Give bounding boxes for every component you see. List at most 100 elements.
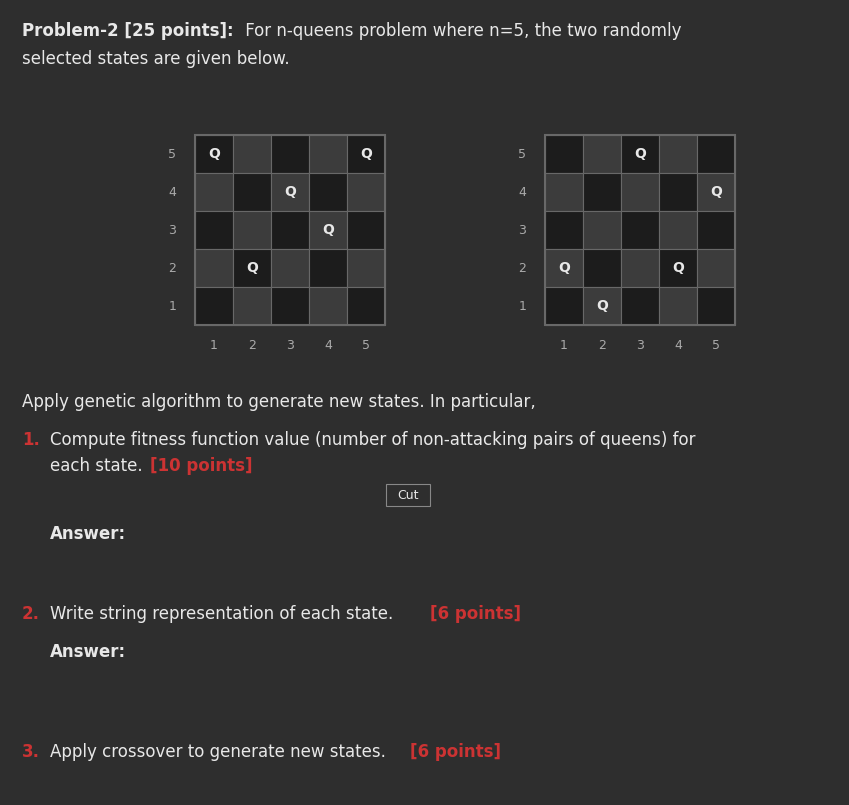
Text: 4: 4 (518, 185, 526, 199)
Text: Problem-2 [25 points]:: Problem-2 [25 points]: (22, 22, 233, 40)
Text: 4: 4 (168, 185, 176, 199)
Bar (233, 173, 271, 211)
Bar (697, 211, 735, 249)
Bar (233, 287, 271, 325)
FancyBboxPatch shape (386, 484, 430, 506)
Bar (271, 249, 309, 287)
Text: 5: 5 (362, 340, 370, 353)
Text: 3: 3 (518, 224, 526, 237)
Text: Cut: Cut (397, 489, 419, 502)
Bar (659, 211, 697, 249)
Text: Q: Q (596, 299, 608, 313)
Bar (545, 249, 583, 287)
Text: 1: 1 (560, 340, 568, 353)
Bar (195, 173, 233, 211)
Text: 4: 4 (324, 340, 332, 353)
Bar (697, 173, 735, 211)
Bar (195, 287, 233, 325)
Bar (347, 287, 385, 325)
Bar (621, 249, 659, 287)
Bar (309, 211, 347, 249)
Bar (309, 135, 347, 173)
Text: 3: 3 (168, 224, 176, 237)
Text: 2.: 2. (22, 605, 40, 623)
Bar (195, 135, 385, 325)
Bar (195, 249, 233, 287)
Bar (233, 249, 271, 287)
Bar (271, 211, 309, 249)
Text: Q: Q (284, 185, 296, 199)
Text: 3: 3 (286, 340, 294, 353)
Text: [10 points]: [10 points] (150, 457, 252, 475)
Text: selected states are given below.: selected states are given below. (22, 50, 290, 68)
Bar (621, 287, 659, 325)
Bar (309, 173, 347, 211)
Text: [6 points]: [6 points] (430, 605, 521, 623)
Bar (583, 135, 621, 173)
Bar (309, 249, 347, 287)
Text: Apply genetic algorithm to generate new states. In particular,: Apply genetic algorithm to generate new … (22, 393, 536, 411)
Text: Write string representation of each state.: Write string representation of each stat… (50, 605, 398, 623)
Text: Q: Q (672, 261, 684, 275)
Bar (659, 135, 697, 173)
Bar (583, 211, 621, 249)
Text: Q: Q (558, 261, 570, 275)
Bar (545, 135, 583, 173)
Text: Q: Q (634, 147, 646, 161)
Bar (545, 173, 583, 211)
Text: 1: 1 (168, 299, 176, 312)
Text: Q: Q (360, 147, 372, 161)
Text: Apply crossover to generate new states.: Apply crossover to generate new states. (50, 743, 391, 761)
Bar (347, 211, 385, 249)
Text: Compute fitness function value (number of non-attacking pairs of queens) for: Compute fitness function value (number o… (50, 431, 695, 449)
Bar (621, 211, 659, 249)
Text: 5: 5 (712, 340, 720, 353)
Text: 2: 2 (168, 262, 176, 275)
Bar (583, 173, 621, 211)
Bar (697, 249, 735, 287)
Bar (659, 249, 697, 287)
Text: 5: 5 (518, 147, 526, 160)
Bar (621, 135, 659, 173)
Bar (271, 173, 309, 211)
Bar (195, 135, 233, 173)
Bar (545, 287, 583, 325)
Text: 3: 3 (636, 340, 644, 353)
Text: 2: 2 (248, 340, 256, 353)
Text: 4: 4 (674, 340, 682, 353)
Text: Answer:: Answer: (50, 525, 127, 543)
Text: [6 points]: [6 points] (410, 743, 501, 761)
Text: 2: 2 (598, 340, 606, 353)
Text: Q: Q (710, 185, 722, 199)
Text: 5: 5 (168, 147, 177, 160)
Text: Q: Q (246, 261, 258, 275)
Text: 1.: 1. (22, 431, 40, 449)
Bar (195, 211, 233, 249)
Text: 1: 1 (518, 299, 526, 312)
Text: 2: 2 (518, 262, 526, 275)
Bar (271, 287, 309, 325)
Text: each state.: each state. (50, 457, 148, 475)
Bar (545, 211, 583, 249)
Text: Answer:: Answer: (50, 643, 127, 661)
Bar (347, 249, 385, 287)
Bar (621, 173, 659, 211)
Text: Q: Q (208, 147, 220, 161)
Bar (233, 135, 271, 173)
Text: Q: Q (322, 223, 334, 237)
Bar (659, 287, 697, 325)
Bar (233, 211, 271, 249)
Bar (271, 135, 309, 173)
Bar (697, 135, 735, 173)
Bar (583, 287, 621, 325)
Bar (697, 287, 735, 325)
Bar (347, 135, 385, 173)
Bar (583, 249, 621, 287)
Text: For n-queens problem where n=5, the two randomly: For n-queens problem where n=5, the two … (240, 22, 682, 40)
Bar (659, 173, 697, 211)
Bar (309, 287, 347, 325)
Text: 1: 1 (210, 340, 218, 353)
Text: 3.: 3. (22, 743, 40, 761)
Bar (347, 173, 385, 211)
Bar (545, 135, 735, 325)
